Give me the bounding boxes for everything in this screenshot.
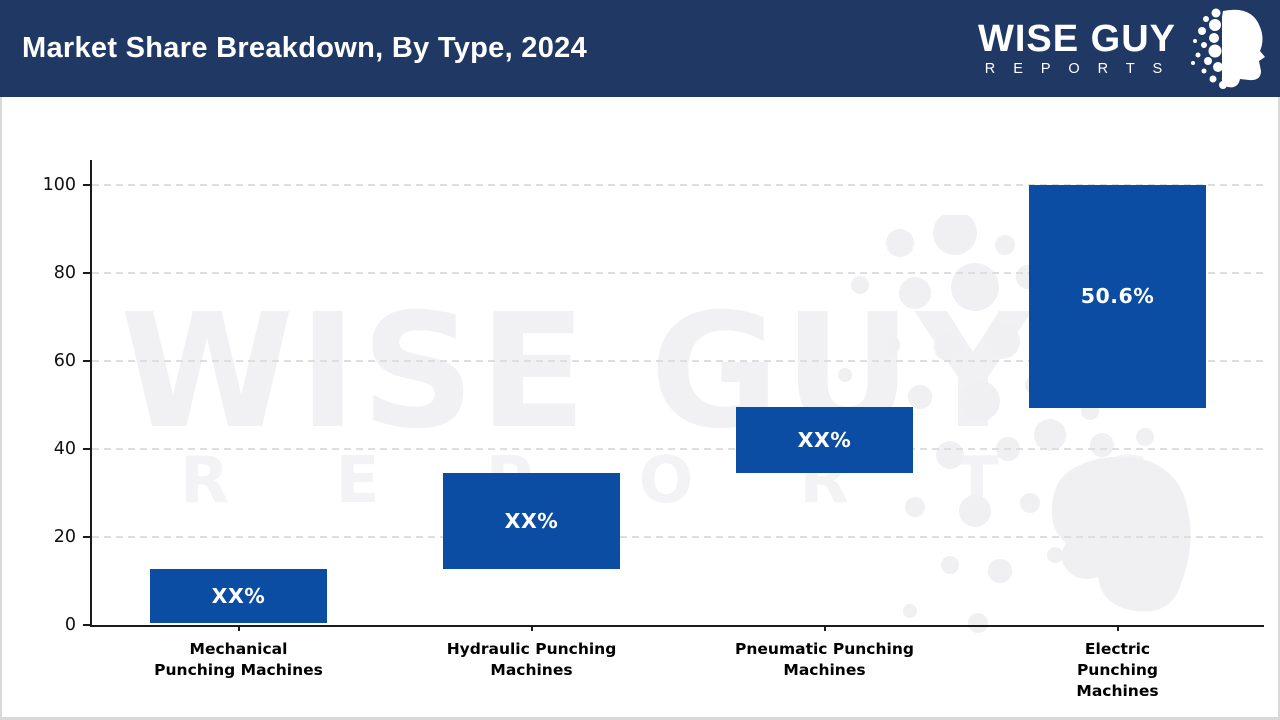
bar-hydraulic-punching-machines: XX%: [443, 473, 620, 570]
y-tick-label-60: 60: [53, 351, 76, 371]
logo-head-icon: [1191, 8, 1265, 89]
chart-area: WISE GUY R E P O R T S 0 20 40 60 80 100 XX% Me…: [0, 97, 1280, 720]
x-category-label-2: Pneumatic Punching Machines: [735, 640, 914, 679]
y-tick-mark-0: [83, 624, 90, 626]
bar-mechanical-punching-machines: XX%: [150, 569, 327, 623]
y-tick-mark-100: [83, 184, 90, 186]
gridline-40: [92, 448, 1264, 450]
y-tick-mark-40: [83, 448, 90, 450]
plot-area: 0 20 40 60 80 100 XX% Mechanical Punching Machi…: [43, 160, 1264, 700]
x-tick-mark-1: [530, 625, 533, 631]
gridline-100: [92, 184, 1264, 186]
watermark-dots-head: [838, 215, 1191, 633]
logo-text: WISE GUY R E P O R T S: [978, 20, 1176, 77]
x-tick-mark-0: [237, 625, 240, 631]
wiseguy-logo: WISE GUY R E P O R T S: [978, 5, 1280, 93]
y-tick-mark-60: [83, 360, 90, 362]
y-tick-label-80: 80: [53, 263, 76, 283]
gridline-80: [92, 272, 1264, 274]
bar-value-label: 50.6%: [1080, 284, 1155, 309]
gridline-60: [92, 360, 1264, 362]
x-tick-mark-3: [1116, 625, 1119, 631]
bar-electric-punching-machines: 50.6%: [1029, 185, 1206, 408]
logo-subtitle: R E P O R T S: [984, 61, 1170, 77]
bar-value-label: XX%: [211, 583, 266, 608]
gridline-20: [92, 536, 1264, 538]
y-tick-label-100: 100: [42, 175, 76, 195]
bar-value-label: XX%: [797, 428, 852, 453]
logo-wordmark: WISE GUY: [977, 18, 1176, 60]
x-category-label-0: Mechanical Punching Machines: [154, 640, 323, 679]
y-tick-label-40: 40: [53, 439, 76, 459]
y-tick-label-0: 0: [64, 615, 76, 635]
y-tick-mark-20: [83, 536, 90, 538]
x-category-label-1: Hydraulic Punching Machines: [446, 640, 617, 679]
bar-value-label: XX%: [504, 509, 559, 534]
y-tick-label-20: 20: [53, 527, 76, 547]
bar-pneumatic-punching-machines: XX%: [736, 407, 913, 474]
y-tick-mark-80: [83, 272, 90, 274]
x-category-label-3: Electric Punching Machines: [1076, 640, 1159, 700]
header: Market Share Breakdown, By Type, 2024 WI…: [0, 0, 1280, 97]
x-tick-mark-2: [823, 625, 826, 631]
page-title: Market Share Breakdown, By Type, 2024: [22, 32, 588, 64]
